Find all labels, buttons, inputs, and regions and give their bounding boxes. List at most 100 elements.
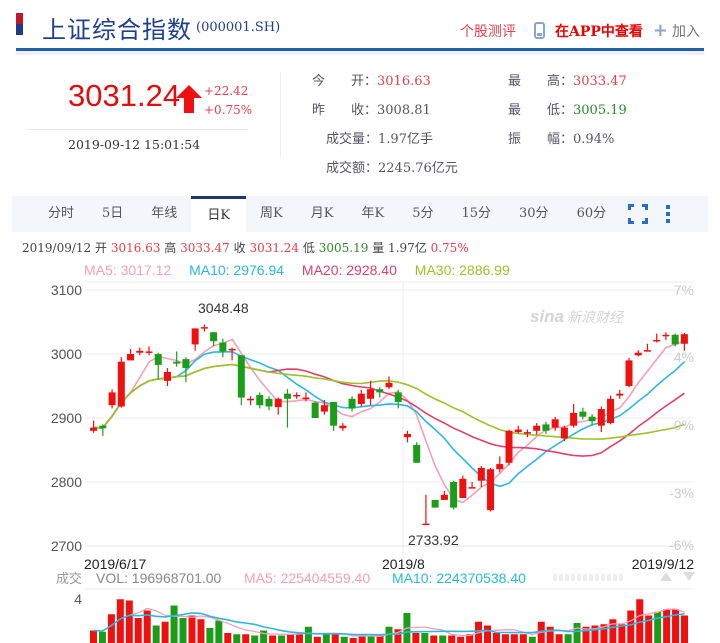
svg-text:2733.92: 2733.92 [408, 532, 459, 548]
amplitude-value: 0.94% [573, 132, 615, 147]
info-pct: 0.75% [430, 241, 469, 255]
svg-text:2700: 2700 [51, 538, 82, 554]
brand-mark [16, 13, 23, 35]
moving-average-lines [93, 338, 685, 504]
high-label: 最 高： [508, 74, 574, 89]
info-high: 3033.47 [180, 241, 230, 255]
info-low-label: 低 [302, 241, 315, 255]
svg-text:3048.48: 3048.48 [198, 300, 249, 316]
tab-30min[interactable]: 30分 [519, 206, 549, 221]
open-row: 今 开：3016.63 [312, 70, 431, 89]
svg-text:新浪财经: 新浪财经 [567, 309, 625, 325]
volume-label: 成交量： [326, 132, 379, 147]
tab-yearly-k[interactable]: 年K [361, 206, 385, 221]
info-date: 2019/09/12 [22, 241, 92, 255]
ma30-legend: MA30: 2886.99 [414, 262, 510, 278]
tab-intraday[interactable]: 分时 [48, 206, 75, 221]
svg-text:3100: 3100 [51, 282, 82, 298]
svg-text:-3%: -3% [669, 485, 694, 501]
change-percent: +0.75% [204, 103, 253, 117]
add-label: 加入 [672, 23, 700, 40]
prev-close-label: 昨 收： [312, 103, 378, 118]
quote-divider [26, 129, 248, 130]
svg-text:MA10: 224370538.40: MA10: 224370538.40 [392, 570, 526, 586]
svg-text:MA5: 225404559.40: MA5: 225404559.40 [244, 570, 370, 586]
ma20-legend: MA20: 2928.40 [301, 262, 397, 278]
add-watchlist-button[interactable]: + 加入 [653, 20, 700, 41]
svg-text:-6%: -6% [669, 537, 694, 553]
open-value: 3016.63 [377, 74, 431, 89]
prev-close-value: 3008.81 [377, 103, 431, 118]
plus-icon: + [652, 20, 668, 41]
tab-weekly-k[interactable]: 周K [260, 206, 283, 221]
tab-monthly-k[interactable]: 月K [310, 206, 334, 221]
turnover-row: 成交额：2245.76亿元 [326, 157, 458, 176]
info-open: 3016.63 [110, 241, 161, 255]
svg-text:2019/6/17: 2019/6/17 [84, 556, 146, 572]
ohlc-info-bar: 2019/09/12 开 3016.63 高 3033.47 收 3031.24… [22, 239, 469, 256]
svg-text:成交: 成交 [56, 571, 82, 586]
stock-code: (000001.SH) [196, 20, 281, 35]
svg-text:sina: sina [530, 307, 564, 326]
view-in-app-link[interactable]: 在APP中查看 [554, 23, 643, 40]
turnover-value: 2245.76亿元 [378, 161, 458, 176]
high-row: 最 高：3033.47 [508, 70, 627, 89]
change-value: +22.42 [204, 84, 249, 98]
stock-review-link[interactable]: 个股测评 [459, 23, 516, 40]
volume-row: 成交量：1.97亿手 [326, 128, 433, 147]
low-row: 最 低：3005.19 [508, 99, 627, 118]
tab-daily-k[interactable]: 日K [191, 196, 247, 232]
open-label: 今 开： [312, 74, 378, 89]
phone-icon [533, 22, 545, 39]
svg-text:0%: 0% [674, 417, 694, 433]
header-divider [16, 48, 704, 51]
info-close: 3031.24 [249, 241, 300, 255]
svg-text:4%: 4% [674, 349, 694, 365]
svg-text:4: 4 [74, 591, 82, 607]
low-label: 最 低： [508, 103, 574, 118]
tab-yearline[interactable]: 年线 [151, 206, 178, 221]
svg-text:2900: 2900 [51, 410, 82, 426]
quote-panel: 3031.24 +22.42 +0.75% 2019-09-12 15:01:5… [0, 60, 720, 185]
svg-text:2019/9/12: 2019/9/12 [632, 556, 694, 572]
more-options-icon[interactable] [666, 205, 671, 223]
svg-text:2800: 2800 [51, 474, 82, 490]
current-price: 3031.24 [68, 78, 181, 113]
svg-text:3000: 3000 [51, 346, 82, 362]
info-high-label: 高 [164, 241, 177, 255]
turnover-label: 成交额： [326, 161, 379, 176]
ma-legend: MA5: 3017.12 MA10: 2976.94 MA20: 2928.40… [84, 262, 524, 278]
info-open-label: 开 [95, 241, 108, 255]
quote-vdivider [280, 72, 281, 157]
svg-text:VOL: 196968701.00: VOL: 196968701.00 [96, 570, 222, 586]
amplitude-label: 振 幅： [508, 132, 574, 147]
prev-close-row: 昨 收：3008.81 [312, 99, 431, 118]
volume-bars: 成交 VOL: 196968701.00 MA5: 225404559.40 MA10… [56, 570, 695, 643]
fullscreen-icon[interactable] [628, 204, 649, 224]
chart-period-tabs: 分时 5日 年线 日K 周K 月K 年K 5分 15分 30分 60分 [12, 196, 708, 232]
tab-5min[interactable]: 5分 [412, 206, 434, 221]
ma5-legend: MA5: 3017.12 [84, 262, 172, 278]
tab-15min[interactable]: 15分 [461, 206, 492, 221]
amplitude-row: 振 幅：0.94% [508, 128, 614, 147]
sina-watermark: sina 新浪财经 [530, 307, 625, 326]
page-title: 上证综合指数 [42, 16, 192, 44]
page-header: 上证综合指数 (000001.SH) 个股测评 在APP中查看 + 加入 [0, 0, 720, 55]
ma10-legend: MA10: 2976.94 [189, 262, 285, 278]
info-vol-label: 量 [372, 241, 385, 255]
high-value: 3033.47 [573, 74, 627, 89]
info-vol: 1.97亿 [388, 241, 427, 255]
price-change: +22.42 +0.75% [204, 82, 252, 120]
candlesticks [90, 324, 688, 526]
svg-text:7%: 7% [674, 282, 694, 298]
tab-5day[interactable]: 5日 [102, 206, 124, 221]
quote-time: 2019-09-12 15:01:54 [68, 137, 201, 152]
kline-chart[interactable]: sina 新浪财经 2700 2800 2900 3000 3100 7% 4% 0% -3% -6… [0, 280, 720, 643]
info-close-label: 收 [233, 241, 246, 255]
axis-labels: 2700 2800 2900 3000 3100 7% 4% 0% -3% -6% 2019/6/1… [51, 282, 694, 572]
low-value: 3005.19 [573, 103, 627, 118]
volume-value: 1.97亿手 [378, 132, 433, 147]
info-low: 3005.19 [318, 241, 369, 255]
svg-text:2019/8: 2019/8 [382, 556, 425, 572]
tab-60min[interactable]: 60分 [576, 206, 607, 221]
